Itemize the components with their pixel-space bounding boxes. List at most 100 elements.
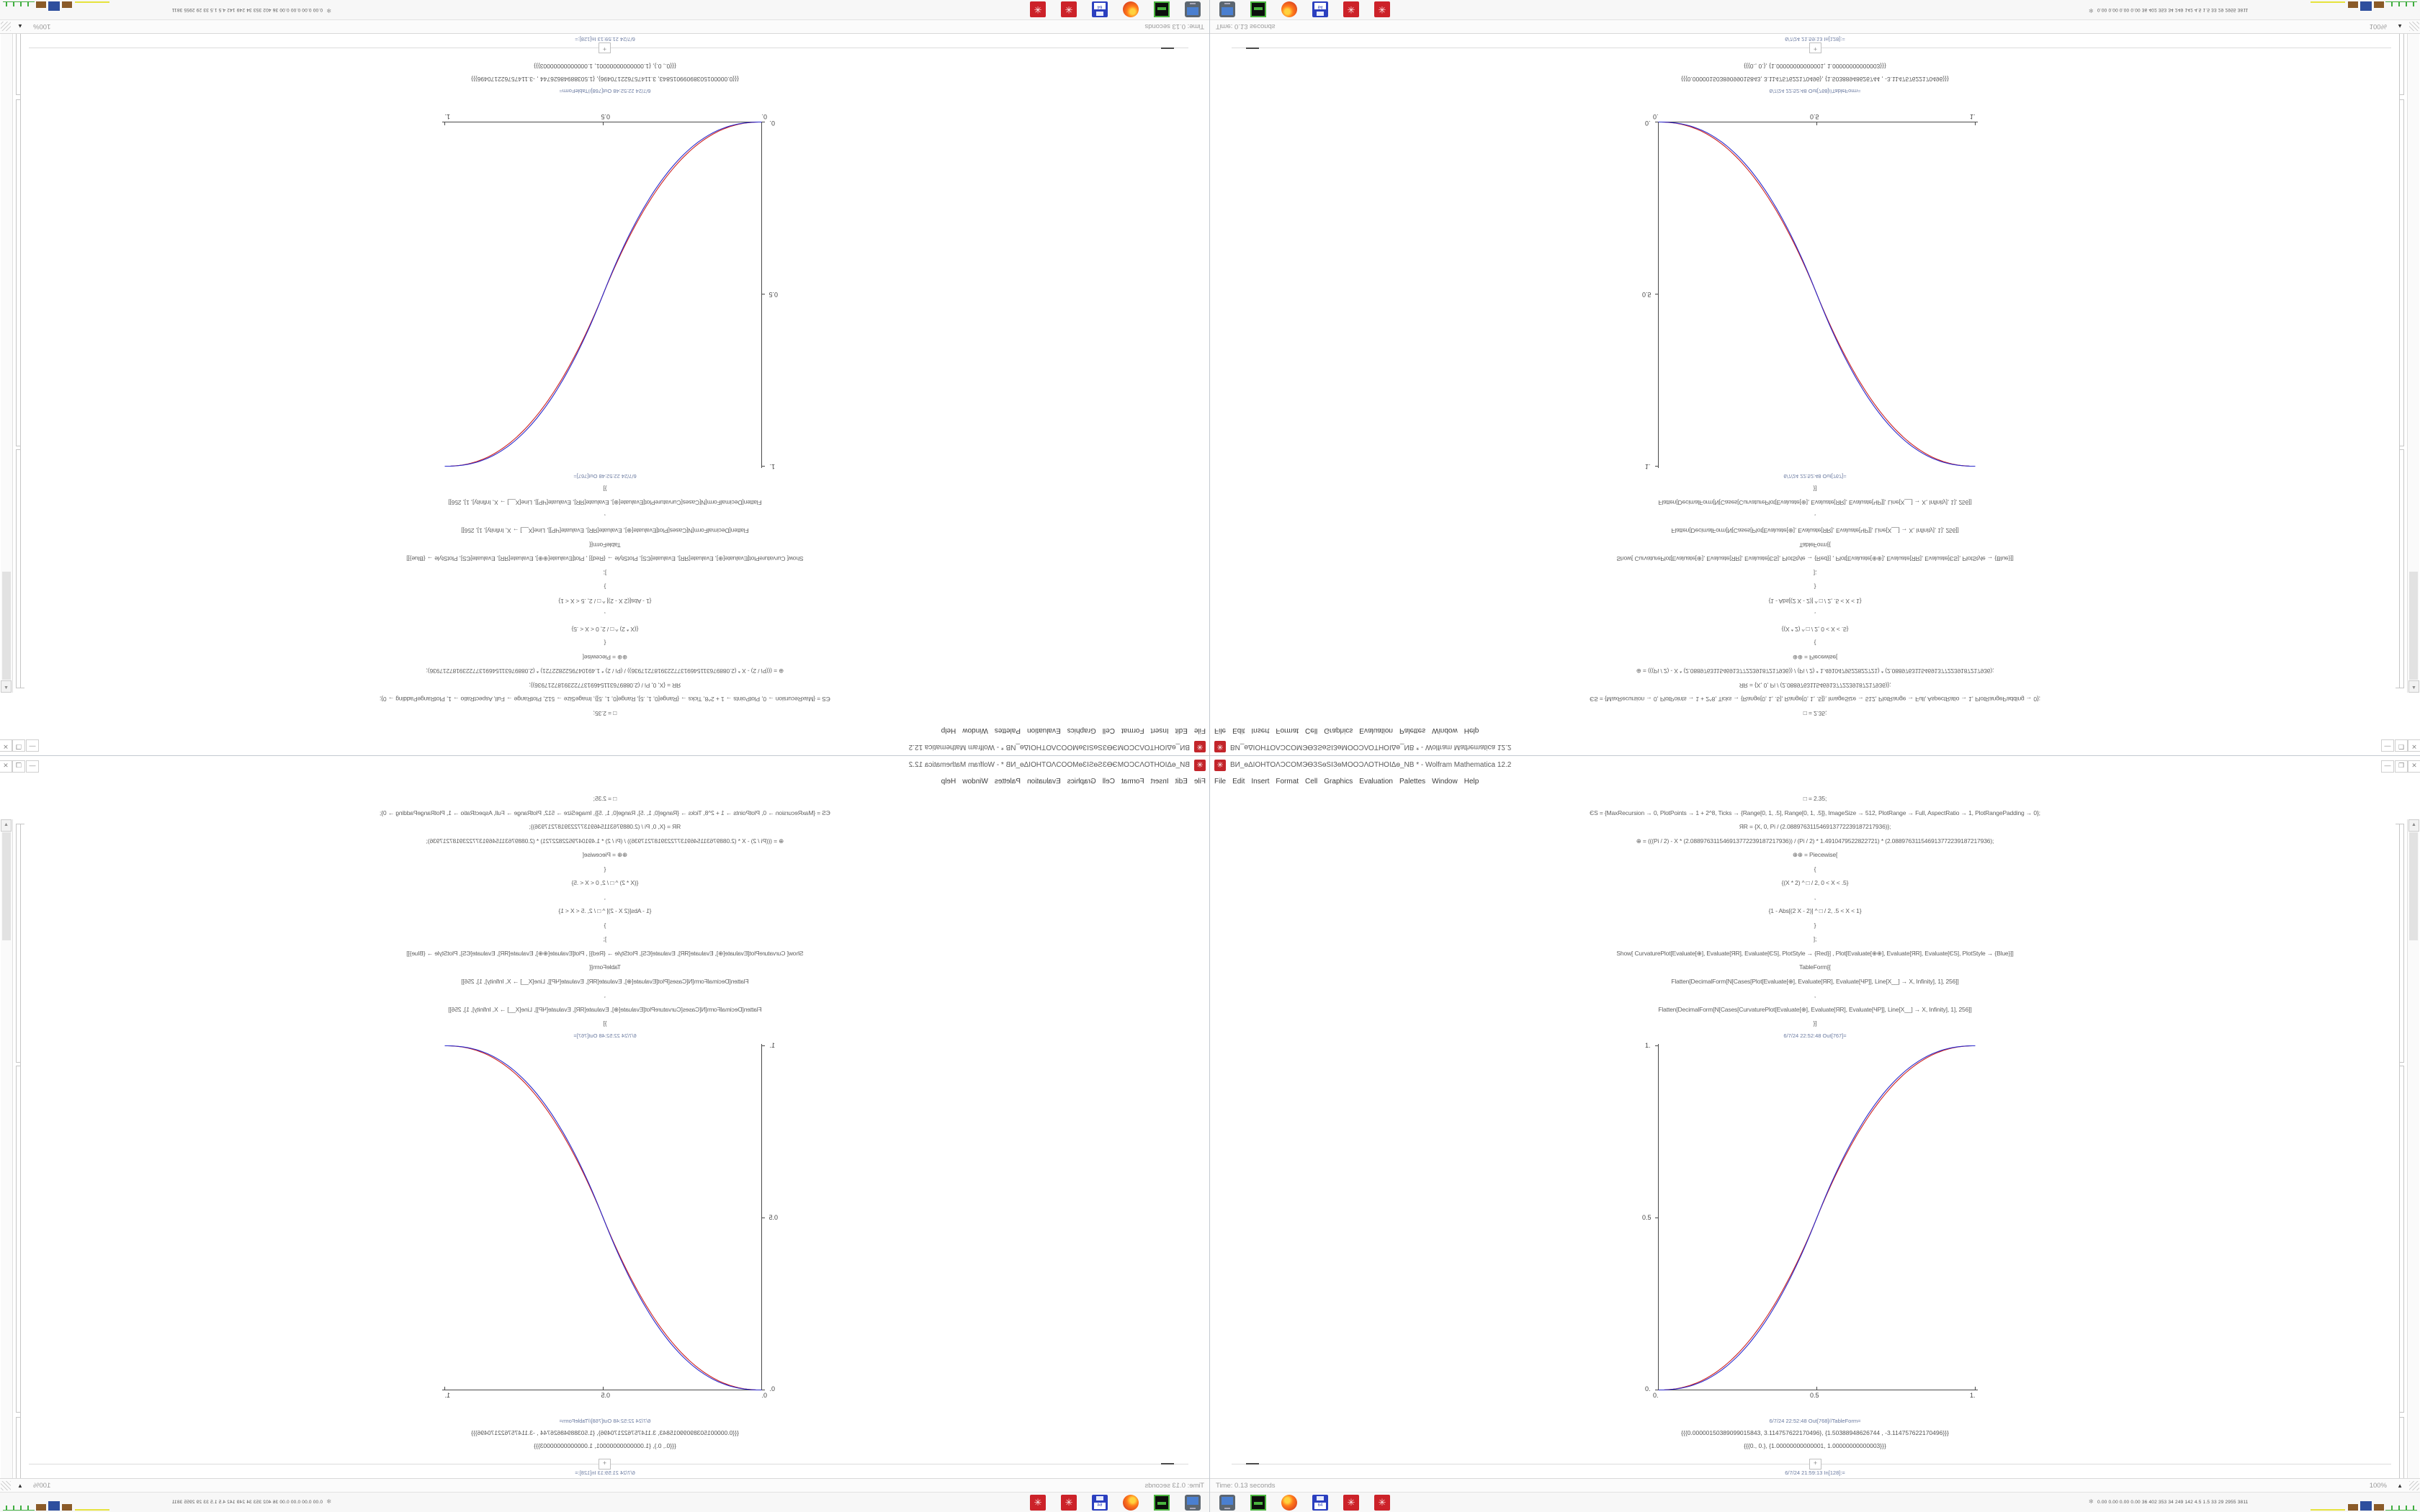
scrollbar-thumb[interactable]	[2, 832, 11, 940]
menu-help[interactable]: Help	[941, 726, 956, 735]
display-settings-icon[interactable]	[1219, 1495, 1235, 1511]
cell-group-bracket[interactable]	[20, 824, 24, 1485]
floppy-64-icon[interactable]: 64	[1092, 1495, 1108, 1511]
firefox-icon[interactable]	[1281, 1, 1297, 17]
code-line[interactable]: }	[604, 921, 606, 929]
scrollbar-thumb[interactable]	[2409, 832, 2418, 940]
code-line[interactable]: ,	[1814, 991, 1816, 999]
code-line[interactable]: ⊕ = (((Pi / 2) - X * (2.0889763115469137…	[426, 837, 784, 845]
mathematica-spikey-icon[interactable]: ✳	[1061, 1, 1077, 17]
maximize-button[interactable]: ❐	[12, 760, 25, 773]
mathematica-spikey-icon[interactable]: ✳	[1374, 1495, 1390, 1511]
menu-format[interactable]: Format	[1276, 777, 1299, 786]
vertical-scrollbar[interactable]: ▲ ▼	[2407, 1, 2419, 693]
menu-cell[interactable]: Cell	[1305, 777, 1318, 786]
scroll-up-arrow-icon[interactable]: ▲	[1, 819, 12, 832]
input-cell[interactable]: □ = 2.35; ЄЅ = {MaxRecursion → 0, PlotPoi…	[1210, 792, 2420, 1031]
notebook-content[interactable]: □ = 2.35; ЄЅ = {MaxRecursion → 0, PlotPoi…	[0, 1, 1210, 724]
floppy-64-icon[interactable]: 64	[1312, 1, 1328, 17]
code-line[interactable]: TableForm[{	[589, 963, 621, 971]
magnification-value[interactable]: 100%	[2369, 22, 2387, 30]
mathematica-spikey-icon[interactable]: ✳	[1343, 1495, 1359, 1511]
code-line[interactable]: }	[1814, 583, 1816, 591]
input-cell-bracket[interactable]	[2400, 824, 2404, 1063]
menu-insert[interactable]: Insert	[1251, 777, 1270, 786]
menu-evaluation[interactable]: Evaluation	[1027, 777, 1061, 786]
code-line[interactable]: Show[ CurvaturePlot[Evaluate[⊕], Evaluat…	[1616, 949, 2014, 957]
minimize-button[interactable]: —	[2381, 760, 2394, 773]
code-line[interactable]: ЯR = {X, 0, Pi / (2.08897631154691377223…	[1739, 823, 1891, 830]
code-line[interactable]: ⊕⊕ = Piecewise[	[582, 851, 628, 858]
menu-window[interactable]: Window	[962, 726, 988, 735]
notebook-content[interactable]: □ = 2.35; ЄЅ = {MaxRecursion → 0, PlotPoi…	[0, 788, 1210, 1511]
code-line[interactable]: TableForm[{	[589, 541, 621, 549]
menu-file[interactable]: File	[1193, 726, 1206, 735]
menu-edit[interactable]: Edit	[1175, 726, 1188, 735]
code-line[interactable]: {	[1814, 865, 1816, 873]
vertical-scrollbar[interactable]: ▲ ▼	[1, 819, 13, 1511]
menu-insert[interactable]: Insert	[1251, 726, 1270, 735]
code-line[interactable]: Flatten[DecimalForm[N[Cases[CurvaturePlo…	[448, 1005, 762, 1013]
scroll-up-arrow-icon[interactable]: ▲	[2408, 680, 2419, 693]
menu-palettes[interactable]: Palettes	[994, 726, 1021, 735]
scrollbar-thumb[interactable]	[2, 572, 11, 680]
code-line[interactable]: Flatten[DecimalForm[N[Cases[CurvaturePlo…	[1658, 1005, 1972, 1013]
menu-graphics[interactable]: Graphics	[1324, 726, 1353, 735]
menu-insert[interactable]: Insert	[1150, 777, 1169, 786]
code-line[interactable]: ,	[604, 513, 606, 521]
code-line[interactable]: {	[604, 639, 606, 647]
menu-help[interactable]: Help	[941, 777, 956, 786]
next-input-prompt-label[interactable]: 6/7/24 21:59:13 In[128]:=	[575, 36, 635, 42]
firefox-icon[interactable]	[1123, 1495, 1139, 1511]
magnification-dropdown-icon[interactable]: ▲	[17, 23, 23, 30]
menu-help[interactable]: Help	[1464, 777, 1479, 786]
code-line[interactable]: {1 - Abs[(2 X - 2)] ^ □ / 2, .5 < X < 1}	[1768, 907, 1862, 914]
magnification-dropdown-icon[interactable]: ▲	[2397, 23, 2403, 30]
code-line[interactable]: ЯR = {X, 0, Pi / (2.08897631154691377223…	[529, 682, 681, 689]
code-line[interactable]: ЯR = {X, 0, Pi / (2.08897631154691377223…	[1739, 682, 1891, 689]
title-bar[interactable]: ✳ ВИ_ѳΔΙΟΗΤΟΛϽCOMЭѲЗЅѳЅΙЗѳΜΟΟϽΛΟΤΗΟΙΔѳ_N…	[1210, 737, 2420, 756]
mathematica-spikey-icon[interactable]: ✳	[1343, 1, 1359, 17]
magnification-dropdown-icon[interactable]: ▲	[17, 1482, 23, 1489]
title-bar[interactable]: ✳ ВИ_ѳΔΙΟΗΤΟΛϽCOMЭѲЗЅѳЅΙЗѳΜΟΟϽΛΟΤΗΟΙΔѳ_N…	[1210, 756, 2420, 775]
code-line[interactable]: ];	[1813, 935, 1817, 942]
menu-window[interactable]: Window	[962, 777, 988, 786]
code-line[interactable]: □ = 2.35;	[1803, 795, 1827, 802]
code-line[interactable]: ⊕⊕ = Piecewise[	[1792, 851, 1838, 858]
mathematica-spikey-icon[interactable]: ✳	[1030, 1, 1046, 17]
title-bar[interactable]: ✳ ВИ_ѳΔΙΟΗΤΟΛϽCOMЭѲЗЅѳЅΙЗѳΜΟΟϽΛΟΤΗΟΙΔѳ_N…	[0, 756, 1210, 775]
code-line[interactable]: ,	[1814, 611, 1816, 619]
menu-format[interactable]: Format	[1276, 726, 1299, 735]
code-line[interactable]: Flatten[DecimalForm[N[Cases[Plot[Evaluat…	[1671, 977, 1959, 985]
insert-cell-plus-button[interactable]: +	[1809, 1459, 1821, 1470]
menu-window[interactable]: Window	[1432, 777, 1458, 786]
code-line[interactable]: ,	[604, 611, 606, 619]
code-line[interactable]: Flatten[DecimalForm[N[Cases[Plot[Evaluat…	[461, 977, 749, 985]
input-cell[interactable]: □ = 2.35; ЄЅ = {MaxRecursion → 0, PlotPoi…	[0, 482, 1210, 721]
input-cell-bracket[interactable]	[16, 824, 20, 1063]
menu-edit[interactable]: Edit	[1232, 777, 1245, 786]
code-line[interactable]: {1 - Abs[(2 X - 2)] ^ □ / 2, .5 < X < 1}	[558, 598, 652, 605]
code-line[interactable]: }	[1814, 921, 1816, 929]
code-line[interactable]: □ = 2.35;	[593, 710, 617, 717]
code-line[interactable]: Flatten[DecimalForm[N[Cases[CurvaturePlo…	[448, 499, 762, 507]
menu-help[interactable]: Help	[1464, 726, 1479, 735]
menu-cell[interactable]: Cell	[1102, 777, 1115, 786]
menu-cell[interactable]: Cell	[1305, 726, 1318, 735]
notebook-content[interactable]: □ = 2.35; ЄЅ = {MaxRecursion → 0, PlotPoi…	[1210, 788, 2420, 1511]
code-line[interactable]: {1 - Abs[(2 X - 2)] ^ □ / 2, .5 < X < 1}	[558, 907, 652, 914]
code-line[interactable]: Flatten[DecimalForm[N[Cases[Plot[Evaluat…	[461, 527, 749, 535]
notebook-content[interactable]: □ = 2.35; ЄЅ = {MaxRecursion → 0, PlotPoi…	[1210, 1, 2420, 724]
menu-edit[interactable]: Edit	[1232, 726, 1245, 735]
mathematica-spikey-icon[interactable]: ✳	[1374, 1, 1390, 17]
plot-output-cell-bracket[interactable]	[2400, 99, 2404, 446]
code-line[interactable]: ЯR = {X, 0, Pi / (2.08897631154691377223…	[529, 823, 681, 830]
code-line[interactable]: Show[ CurvaturePlot[Evaluate[⊕], Evaluat…	[406, 555, 804, 563]
menu-format[interactable]: Format	[1121, 777, 1144, 786]
code-line[interactable]: {(X * 2) ^ □ / 2, 0 < X < .5}	[1781, 879, 1849, 886]
code-line[interactable]: ⊕ = (((Pi / 2) - X * (2.0889763115469137…	[426, 667, 784, 675]
code-line[interactable]: {(X * 2) ^ □ / 2, 0 < X < .5}	[571, 626, 639, 633]
code-line[interactable]: {(X * 2) ^ □ / 2, 0 < X < .5}	[571, 879, 639, 886]
code-line[interactable]: }]	[1813, 1020, 1817, 1027]
vertical-scrollbar[interactable]: ▲ ▼	[2407, 819, 2419, 1511]
